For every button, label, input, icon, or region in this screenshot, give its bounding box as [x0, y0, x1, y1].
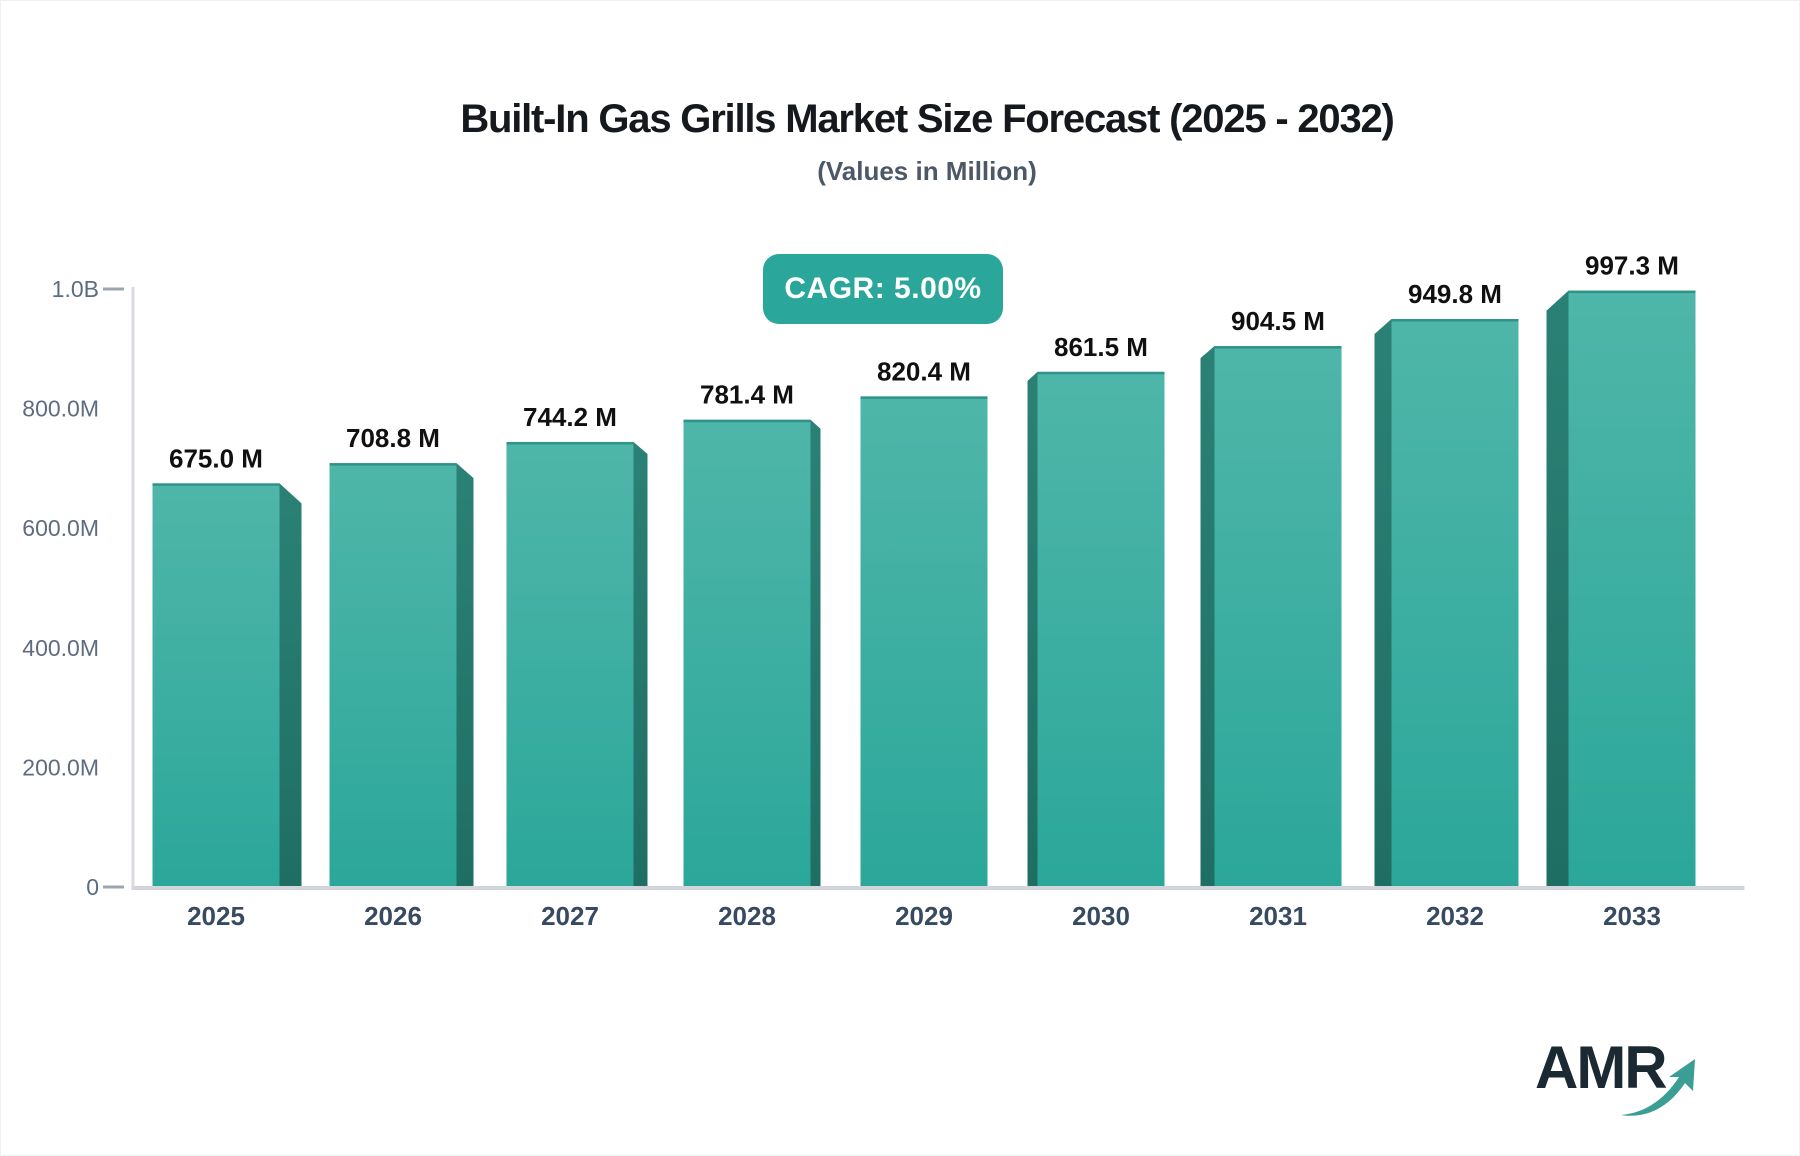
bar-2027 [506, 441, 634, 887]
bar-top-edge [683, 419, 811, 423]
y-tick-label: 200.0M [22, 754, 99, 780]
bar-value-label: 904.5 M [1231, 306, 1325, 336]
x-axis-label-2033: 2033 [1603, 901, 1661, 931]
y-tick-label: 600.0M [22, 515, 99, 541]
bar-side-2025 [279, 483, 302, 887]
bar-value-label: 861.5 M [1054, 332, 1148, 362]
bar-value-label: 997.3 M [1585, 251, 1679, 281]
y-axis-line [131, 287, 135, 887]
bar-top-edge [860, 396, 988, 399]
bar-2032 [1391, 319, 1519, 887]
bar-value-label: 781.4 M [700, 380, 794, 410]
y-tick-dash [103, 885, 124, 889]
x-axis-label-2025: 2025 [187, 901, 245, 931]
bar-2031 [1214, 346, 1342, 887]
y-tick-dash [103, 287, 124, 291]
bar-side-2028 [810, 419, 821, 887]
bar-2029 [860, 396, 988, 887]
chart-header: Built-In Gas Grills Market Size Forecast… [117, 97, 1737, 187]
bar-top-edge [1037, 371, 1165, 375]
cagr-badge-label: CAGR: 5.00% [784, 272, 982, 305]
bar-2033 [1568, 290, 1696, 887]
amr-logo: AMR [1529, 1033, 1719, 1128]
x-axis-label-2027: 2027 [541, 901, 599, 931]
x-axis-label-2028: 2028 [718, 901, 776, 931]
x-axis-label-2032: 2032 [1426, 901, 1484, 931]
bar-side-2033 [1546, 290, 1569, 887]
x-axis-label-2031: 2031 [1249, 901, 1307, 931]
bar-top-edge [506, 441, 634, 445]
x-axis-label-2026: 2026 [364, 901, 422, 931]
bar-value-label: 708.8 M [346, 423, 440, 453]
bar-top-edge [1391, 319, 1519, 322]
bar-value-label: 744.2 M [523, 402, 617, 432]
bar-2025 [152, 483, 280, 887]
cagr-badge: CAGR: 5.00% [763, 254, 1003, 324]
y-tick-label: 800.0M [22, 396, 99, 422]
bar-2030 [1037, 371, 1165, 887]
bar-side-2030 [1027, 371, 1038, 887]
bar-side-2031 [1200, 346, 1215, 887]
x-axis-label-2030: 2030 [1072, 901, 1130, 931]
bar-top-edge [1568, 290, 1696, 294]
bar-2026 [329, 463, 457, 887]
logo-arrow-icon [1621, 1059, 1695, 1116]
y-tick-label: 0 [86, 874, 99, 900]
bar-value-label: 820.4 M [877, 356, 971, 386]
bar-value-label: 675.0 M [169, 443, 263, 473]
bar-side-2027 [633, 441, 648, 887]
y-tick-label: 1.0B [52, 276, 99, 302]
chart-subtitle: (Values in Million) [817, 156, 1037, 186]
x-axis-line [131, 886, 1745, 890]
bar-side-2026 [456, 463, 474, 887]
bar-2028 [683, 419, 811, 887]
y-tick-label: 400.0M [22, 635, 99, 661]
bar-top-edge [329, 463, 457, 466]
bar-top-edge [1214, 346, 1342, 349]
bar-top-edge [152, 483, 280, 486]
amr-logo-text: AMR [1535, 1034, 1668, 1101]
bar-value-label: 949.8 M [1408, 279, 1502, 309]
chart-title: Built-In Gas Grills Market Size Forecast… [460, 97, 1395, 141]
bar-side-2032 [1374, 319, 1392, 887]
x-axis-label-2029: 2029 [895, 901, 953, 931]
